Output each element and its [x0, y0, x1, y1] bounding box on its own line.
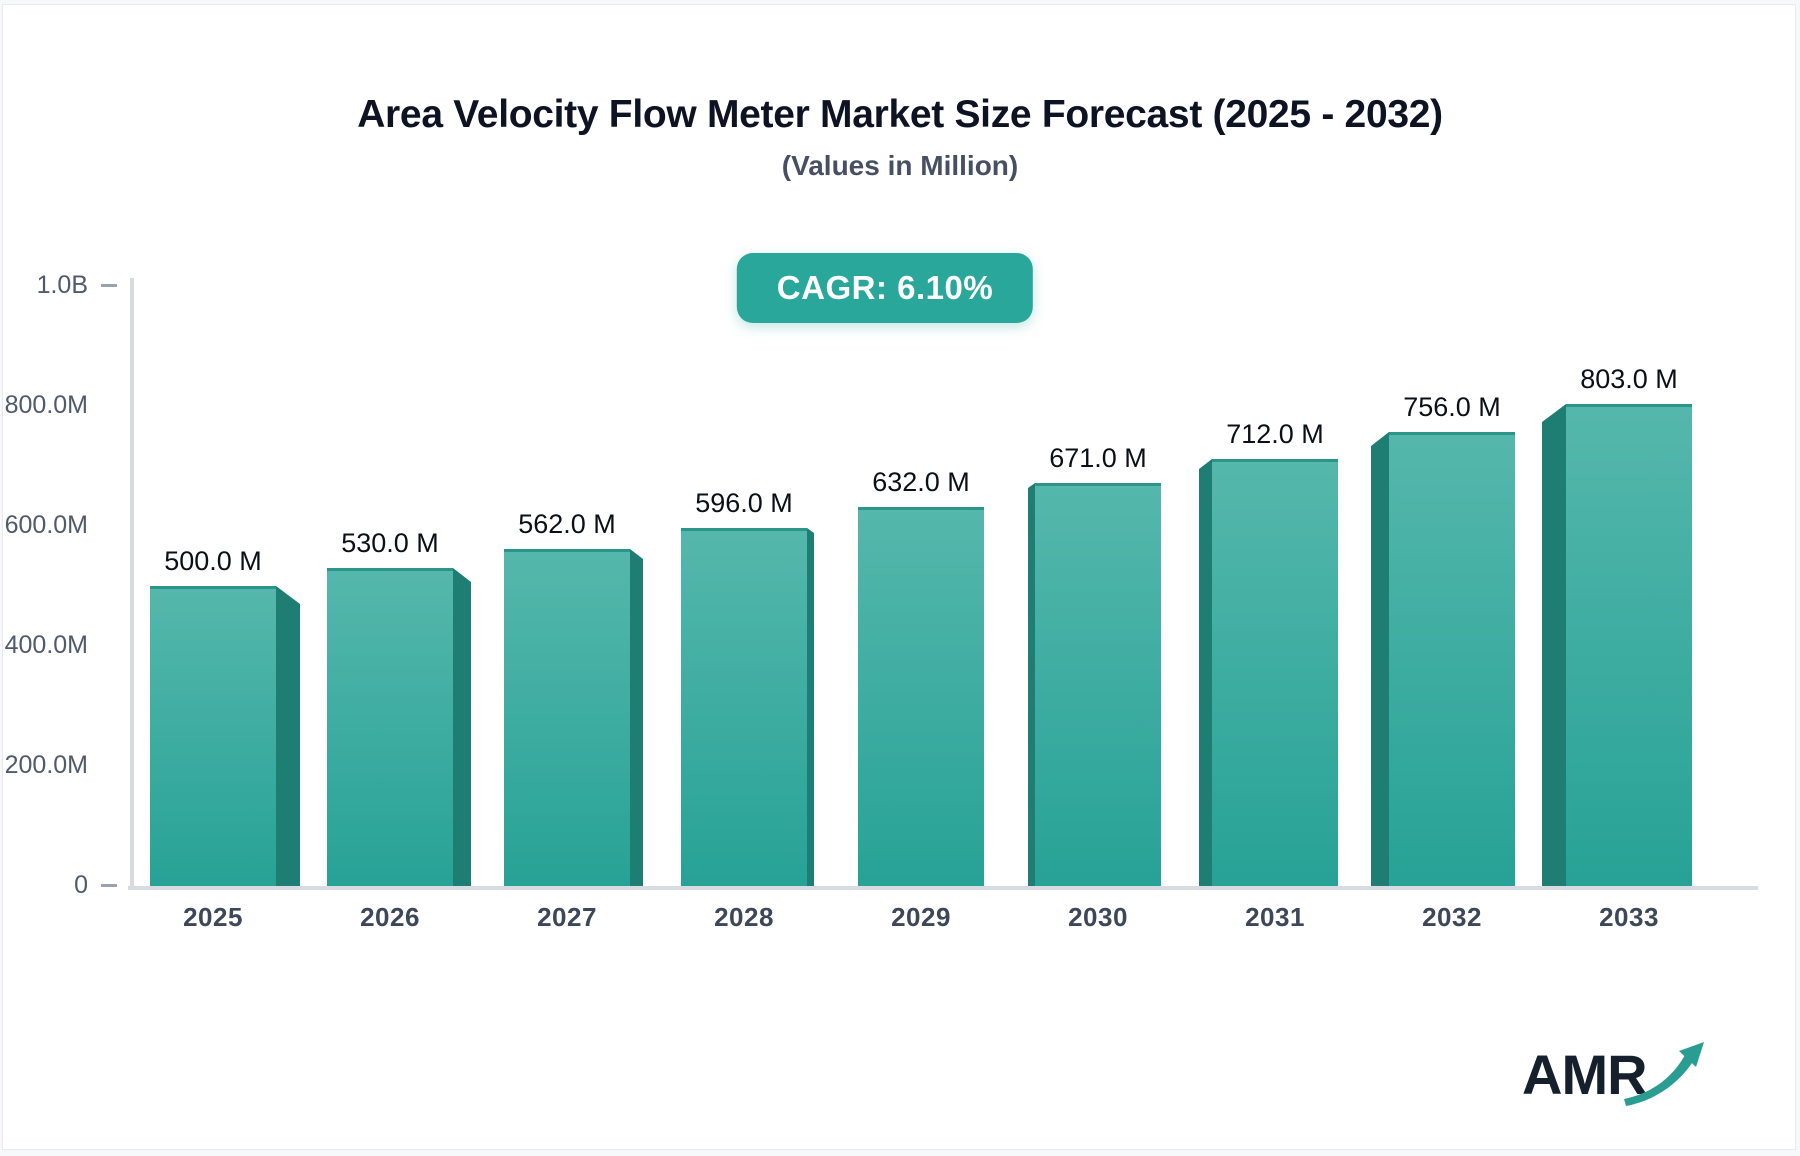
- x-tick-label-2029: 2029: [891, 902, 951, 932]
- bar-side-face: [276, 586, 300, 886]
- x-tick-label-2027: 2027: [537, 902, 597, 932]
- y-tick-label-400.0M: 400.0M: [4, 631, 88, 659]
- bar-value-label: 562.0 M: [518, 509, 616, 539]
- y-tick-label-800.0M: 800.0M: [4, 391, 88, 419]
- bar-2026[interactable]: 530.0 M: [327, 528, 471, 886]
- bar-value-label: 756.0 M: [1403, 392, 1501, 422]
- y-tick-mark-1.0B: [101, 284, 117, 287]
- x-tick-label-2033: 2033: [1599, 902, 1659, 932]
- x-tick-label-2025: 2025: [183, 902, 243, 932]
- bar-face: [1389, 432, 1515, 886]
- bar-2025[interactable]: 500.0 M: [150, 546, 300, 886]
- x-tick-label-2026: 2026: [360, 902, 420, 932]
- bar-2027[interactable]: 562.0 M: [504, 509, 643, 886]
- bar-value-label: 671.0 M: [1049, 443, 1147, 473]
- y-tick-label-200.0M: 200.0M: [4, 751, 88, 779]
- bar-face: [327, 568, 453, 886]
- amr-logo-text: AMR: [1522, 1043, 1647, 1106]
- y-tick-label-1.0B: 1.0B: [36, 271, 88, 299]
- bar-side-face: [1371, 432, 1389, 886]
- bar-side-face: [1028, 483, 1035, 886]
- bar-face: [1566, 404, 1692, 886]
- bar-side-face: [630, 549, 643, 886]
- amr-logo-arrow-icon: [1624, 1055, 1694, 1106]
- bar-value-label: 803.0 M: [1580, 364, 1678, 394]
- x-axis-baseline: [128, 886, 1758, 890]
- x-tick-label-2028: 2028: [714, 902, 774, 932]
- bar-2028[interactable]: 596.0 M: [681, 488, 814, 886]
- amr-logo-arrowhead-icon: [1679, 1042, 1704, 1067]
- cagr-badge: CAGR: 6.10%: [736, 253, 1034, 323]
- bar-face: [1035, 483, 1161, 886]
- bar-side-face: [807, 528, 814, 886]
- x-tick-label-2030: 2030: [1068, 902, 1128, 932]
- y-tick-label-0: 0: [74, 871, 88, 899]
- bar-value-label: 632.0 M: [872, 467, 970, 497]
- bar-value-label: 530.0 M: [341, 528, 439, 558]
- y-tick-label-600.0M: 600.0M: [4, 511, 88, 539]
- bar-face: [150, 586, 276, 886]
- x-tick-label-2031: 2031: [1245, 902, 1305, 932]
- bar-value-label: 712.0 M: [1226, 419, 1324, 449]
- bar-face: [504, 549, 630, 886]
- bar-value-label: 500.0 M: [164, 546, 262, 576]
- amr-logo: AMR: [1522, 1042, 1704, 1106]
- bar-2029[interactable]: 632.0 M: [858, 467, 984, 886]
- bar-2031[interactable]: 712.0 M: [1199, 419, 1338, 886]
- y-axis-line: [130, 278, 134, 890]
- bar-face: [858, 507, 984, 886]
- bar-face: [1212, 459, 1338, 886]
- bar-value-label: 596.0 M: [695, 488, 793, 518]
- bar-face: [681, 528, 807, 886]
- chart-subtitle: (Values in Million): [781, 150, 1019, 181]
- y-tick-mark-0: [101, 884, 117, 887]
- chart-title: Area Velocity Flow Meter Market Size For…: [357, 93, 1443, 136]
- x-tick-label-2032: 2032: [1422, 902, 1482, 932]
- bar-2030[interactable]: 671.0 M: [1028, 443, 1161, 886]
- bar-side-face: [1542, 404, 1566, 886]
- bar-2032[interactable]: 756.0 M: [1371, 392, 1515, 886]
- bar-side-face: [453, 568, 471, 886]
- bar-2033[interactable]: 803.0 M: [1542, 364, 1692, 886]
- bar-side-face: [1199, 459, 1212, 886]
